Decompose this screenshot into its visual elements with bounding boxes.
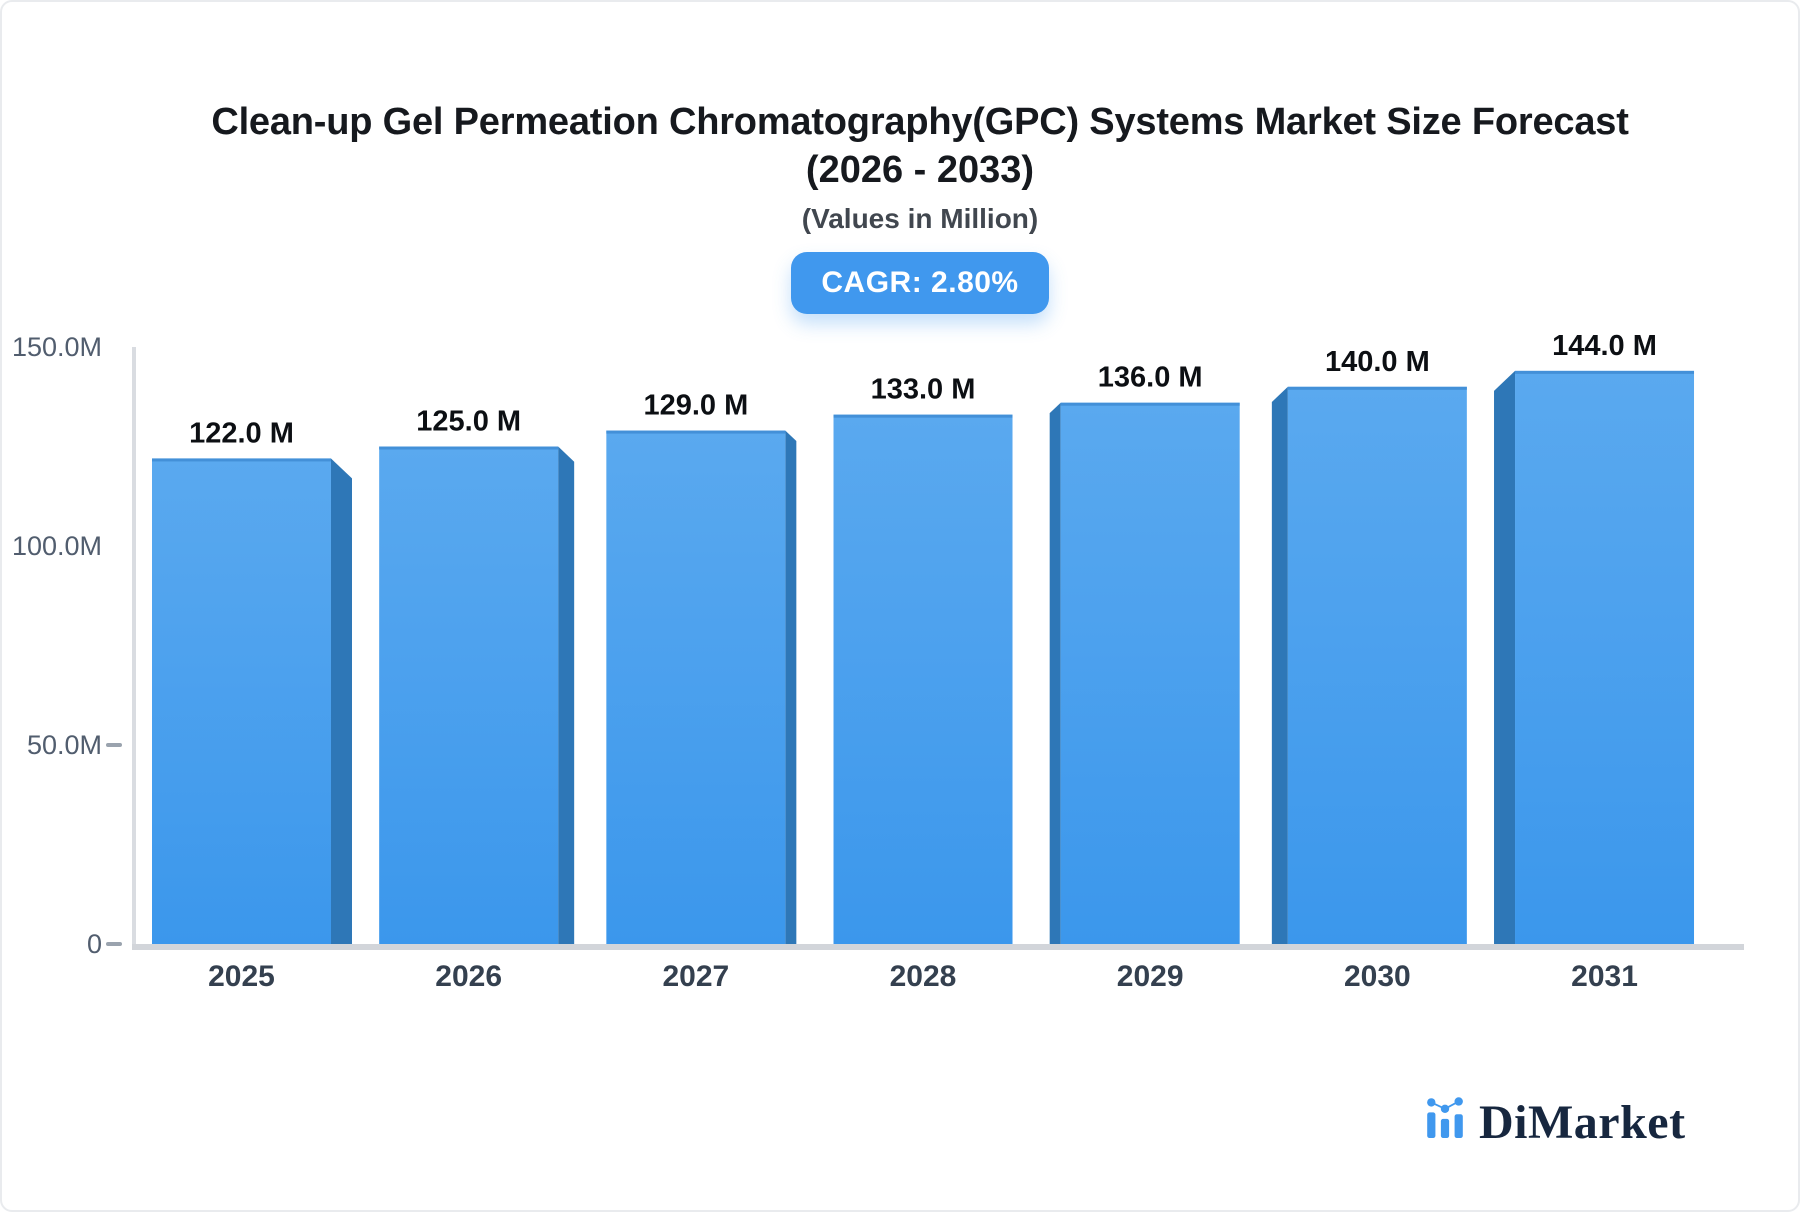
bar-value-label: 140.0 M — [1325, 346, 1430, 378]
x-tick-label: 2031 — [1571, 960, 1638, 993]
bar-side-face — [1494, 370, 1516, 944]
y-tick-label: 150.0M — [12, 332, 102, 362]
bar-top-edge — [1060, 402, 1240, 406]
x-tick-label: 2029 — [1117, 960, 1184, 993]
x-axis-baseline — [132, 944, 1744, 950]
bar — [379, 446, 559, 944]
bar-top-edge — [606, 430, 786, 434]
bar — [1515, 370, 1695, 944]
bar-value-label: 129.0 M — [643, 390, 748, 422]
bar-side-face — [785, 430, 797, 945]
bar — [1060, 402, 1240, 945]
bar-top-edge — [152, 458, 331, 462]
y-axis-line — [132, 347, 136, 944]
bar-top-edge — [1515, 370, 1695, 374]
mini-bar-chart-icon — [1427, 1097, 1463, 1138]
cagr-badge: CAGR: 2.80% — [791, 252, 1049, 314]
logo: DiMarket — [1424, 1096, 1686, 1147]
bar-value-label: 144.0 M — [1552, 330, 1657, 362]
chart-header: Clean-up Gel Permeation Chromatography(G… — [42, 2, 1798, 314]
bar — [833, 414, 1013, 944]
bar-value-label: 136.0 M — [1098, 362, 1203, 394]
y-tick-dash — [106, 942, 122, 946]
x-tick-label: 2025 — [208, 960, 275, 993]
bar-value-label: 133.0 M — [871, 374, 976, 406]
page-title-line2: (2026 - 2033) — [805, 149, 1035, 191]
x-tick-label: 2030 — [1344, 960, 1411, 993]
page-title-line1: Clean-up Gel Permeation Chromatography(G… — [211, 101, 1629, 143]
bar-side-face — [558, 446, 575, 944]
bar-top-edge — [1287, 386, 1467, 390]
bar-side-face — [331, 458, 352, 944]
bar-value-label: 122.0 M — [189, 417, 294, 449]
y-tick-label: 50.0M — [27, 730, 102, 760]
bar — [152, 458, 331, 944]
bar-value-label: 125.0 M — [416, 406, 521, 438]
chart-subtitle: (Values in Million) — [801, 203, 1039, 234]
x-tick-label: 2027 — [662, 960, 729, 993]
bar-side-face — [1049, 402, 1061, 945]
logo-text: DiMarket — [1479, 1096, 1686, 1149]
y-tick-label: 100.0M — [12, 531, 102, 561]
bar — [1287, 386, 1467, 944]
bar-side-face — [1271, 386, 1288, 944]
bar-top-edge — [379, 446, 559, 450]
y-tick-dash — [106, 743, 122, 747]
bar — [606, 430, 786, 945]
bar-top-edge — [833, 414, 1013, 418]
x-tick-label: 2026 — [435, 960, 502, 993]
x-tick-label: 2028 — [890, 960, 957, 993]
y-tick-label: 0 — [87, 929, 102, 959]
